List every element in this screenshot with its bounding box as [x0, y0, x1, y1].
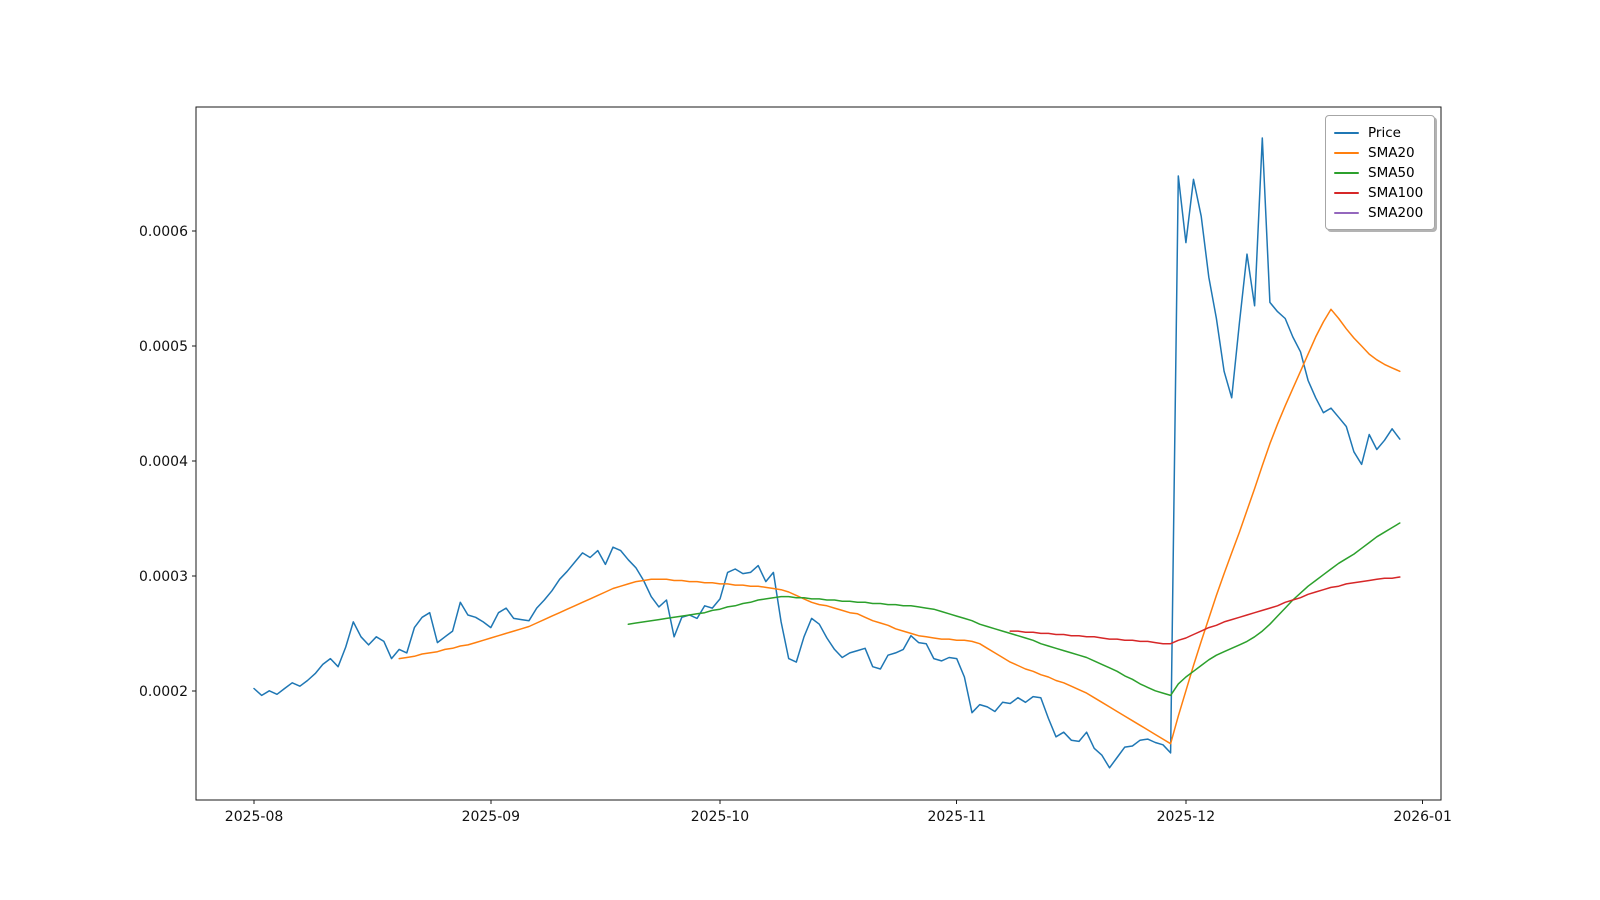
y-tick-label: 0.0005: [139, 339, 188, 355]
series-line-sma50: [627, 522, 1401, 697]
plot-border: [195, 106, 1442, 801]
legend-line-swatch: [1334, 172, 1359, 174]
series-line-sma100: [1009, 576, 1401, 645]
y-tick-label: 0.0004: [139, 454, 188, 470]
x-tick-label: 2025-09: [462, 809, 521, 825]
y-tick-label: 0.0006: [139, 224, 188, 240]
legend-label: SMA100: [1368, 185, 1424, 201]
x-tick-label: 2025-12: [1157, 809, 1216, 825]
x-tick-label: 2025-08: [225, 809, 284, 825]
legend-item-sma200: SMA200: [1334, 203, 1425, 223]
legend-item-price: Price: [1334, 123, 1425, 143]
x-tick-label: 2025-11: [927, 809, 986, 825]
legend-line-swatch: [1334, 212, 1359, 214]
series-line-price: [253, 137, 1401, 769]
legend-label: SMA20: [1368, 145, 1415, 161]
legend-line-swatch: [1334, 152, 1359, 154]
x-tick-label: 2025-10: [691, 809, 750, 825]
legend-item-sma20: SMA20: [1334, 143, 1425, 163]
legend-item-sma50: SMA50: [1334, 163, 1425, 183]
legend-item-sma100: SMA100: [1334, 183, 1425, 203]
x-tick-label: 2026-01: [1393, 809, 1452, 825]
legend-label: SMA50: [1368, 165, 1415, 181]
legend-label: SMA200: [1368, 205, 1424, 221]
y-tick-label: 0.0002: [139, 684, 188, 700]
legend-line-swatch: [1334, 132, 1359, 134]
plot-area: [253, 137, 1401, 769]
legend: Price SMA20 SMA50 SMA100 SMA200: [1325, 115, 1435, 230]
series-line-sma20: [398, 308, 1401, 745]
y-tick-label: 0.0003: [139, 569, 188, 585]
legend-label: Price: [1368, 125, 1401, 141]
legend-line-swatch: [1334, 192, 1359, 194]
axes: 0.0002 0.0003 0.0004 0.0005 0.0006 2025-08 202…: [139, 106, 1452, 825]
